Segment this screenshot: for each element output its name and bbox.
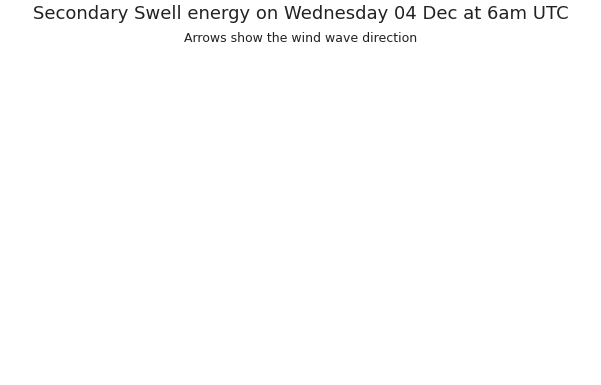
Text: Arrows show the wind wave direction: Arrows show the wind wave direction <box>184 32 417 45</box>
Text: Secondary Swell energy on Wednesday 04 Dec at 6am UTC: Secondary Swell energy on Wednesday 04 D… <box>32 5 569 23</box>
Text: Cartopy required for map rendering: Cartopy required for map rendering <box>152 208 449 226</box>
